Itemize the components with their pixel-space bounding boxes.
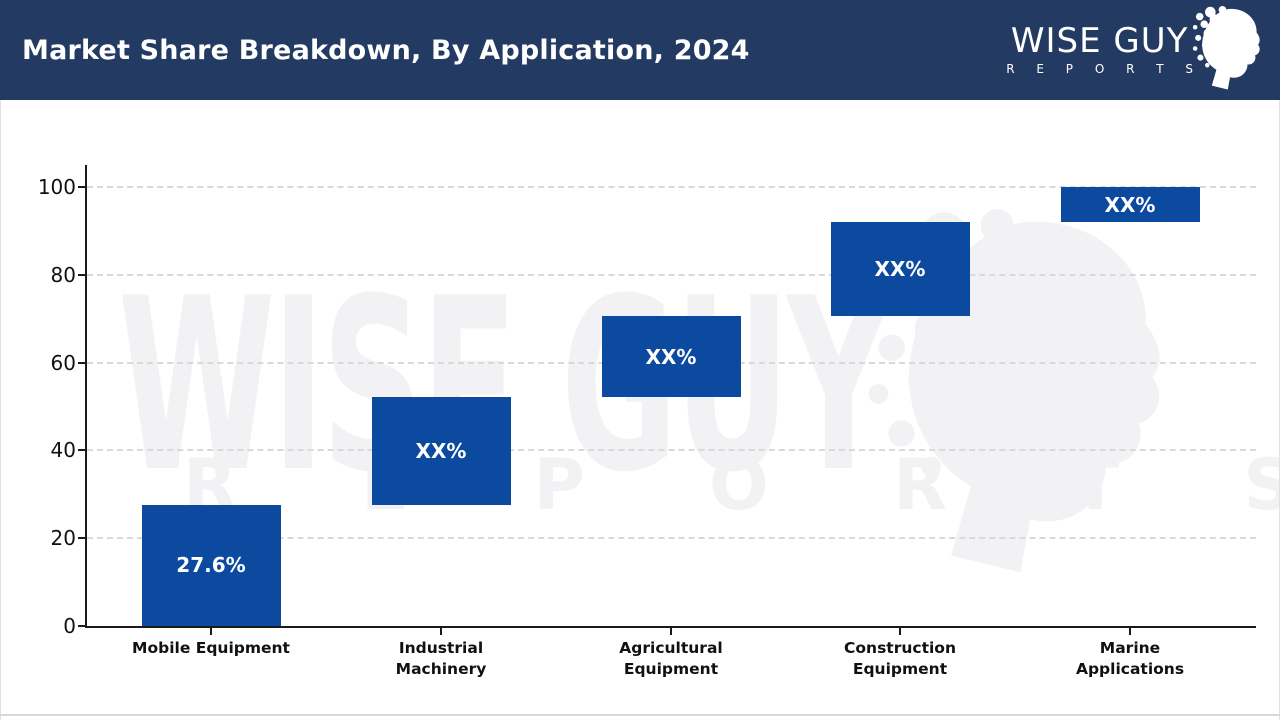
y-tick-label: 100 <box>37 175 76 199</box>
gridline <box>87 449 1256 452</box>
y-tick-mark <box>78 625 86 627</box>
bar-value-label: XX% <box>415 439 467 464</box>
bottom-border <box>0 714 1280 716</box>
x-category-label: Marine Applications <box>1075 639 1185 678</box>
x-tick-mark <box>210 628 212 635</box>
y-axis-spine <box>85 165 87 628</box>
gridline <box>87 186 1256 188</box>
header-bar: Market Share Breakdown, By Application, … <box>0 0 1280 100</box>
chart-title: Market Share Breakdown, By Application, … <box>22 34 750 66</box>
y-tick-mark <box>78 537 86 540</box>
waterfall-bar: XX% <box>601 316 741 398</box>
x-tick-mark <box>440 628 442 635</box>
x-tick-mark <box>670 628 672 635</box>
waterfall-bar: XX% <box>371 397 511 505</box>
x-tick-mark <box>899 628 901 635</box>
waterfall-bar: XX% <box>830 222 970 317</box>
x-category-label: Mobile Equipment <box>132 639 290 657</box>
bar-value-label: XX% <box>645 344 697 369</box>
y-tick-mark <box>78 361 86 364</box>
y-tick-label: 60 <box>50 350 76 375</box>
x-tick-mark <box>1129 628 1131 635</box>
y-tick-label: 0 <box>63 614 76 638</box>
wiseguy-logo: WISE GUY R E P O R T S <box>997 6 1266 94</box>
gridline <box>87 537 1256 540</box>
y-tick-mark <box>78 449 86 452</box>
logo-name: WISE GUY <box>1010 21 1189 61</box>
y-tick-mark <box>78 273 86 276</box>
bar-value-label: XX% <box>874 257 926 282</box>
bar-value-label: XX% <box>1104 192 1156 217</box>
y-tick-label: 20 <box>50 526 76 551</box>
gridline <box>87 273 1256 276</box>
bar-value-label: 27.6% <box>176 553 246 578</box>
logo-text: WISE GUY R E P O R T S <box>997 24 1202 76</box>
waterfall-bar: 27.6% <box>141 504 281 626</box>
x-category-label: Construction Equipment <box>844 639 956 678</box>
x-category-label: Agricultural Equipment <box>619 639 723 678</box>
waterfall-bar: XX% <box>1060 187 1200 223</box>
y-tick-label: 40 <box>50 438 76 463</box>
y-tick-label: 80 <box>50 262 76 287</box>
logo-tagline: R E P O R T S <box>1006 62 1202 76</box>
y-tick-mark <box>78 186 86 188</box>
x-axis-spine <box>85 626 1256 628</box>
wiseguy-face-icon <box>1192 6 1260 90</box>
x-category-label: Industrial Machinery <box>395 639 487 678</box>
